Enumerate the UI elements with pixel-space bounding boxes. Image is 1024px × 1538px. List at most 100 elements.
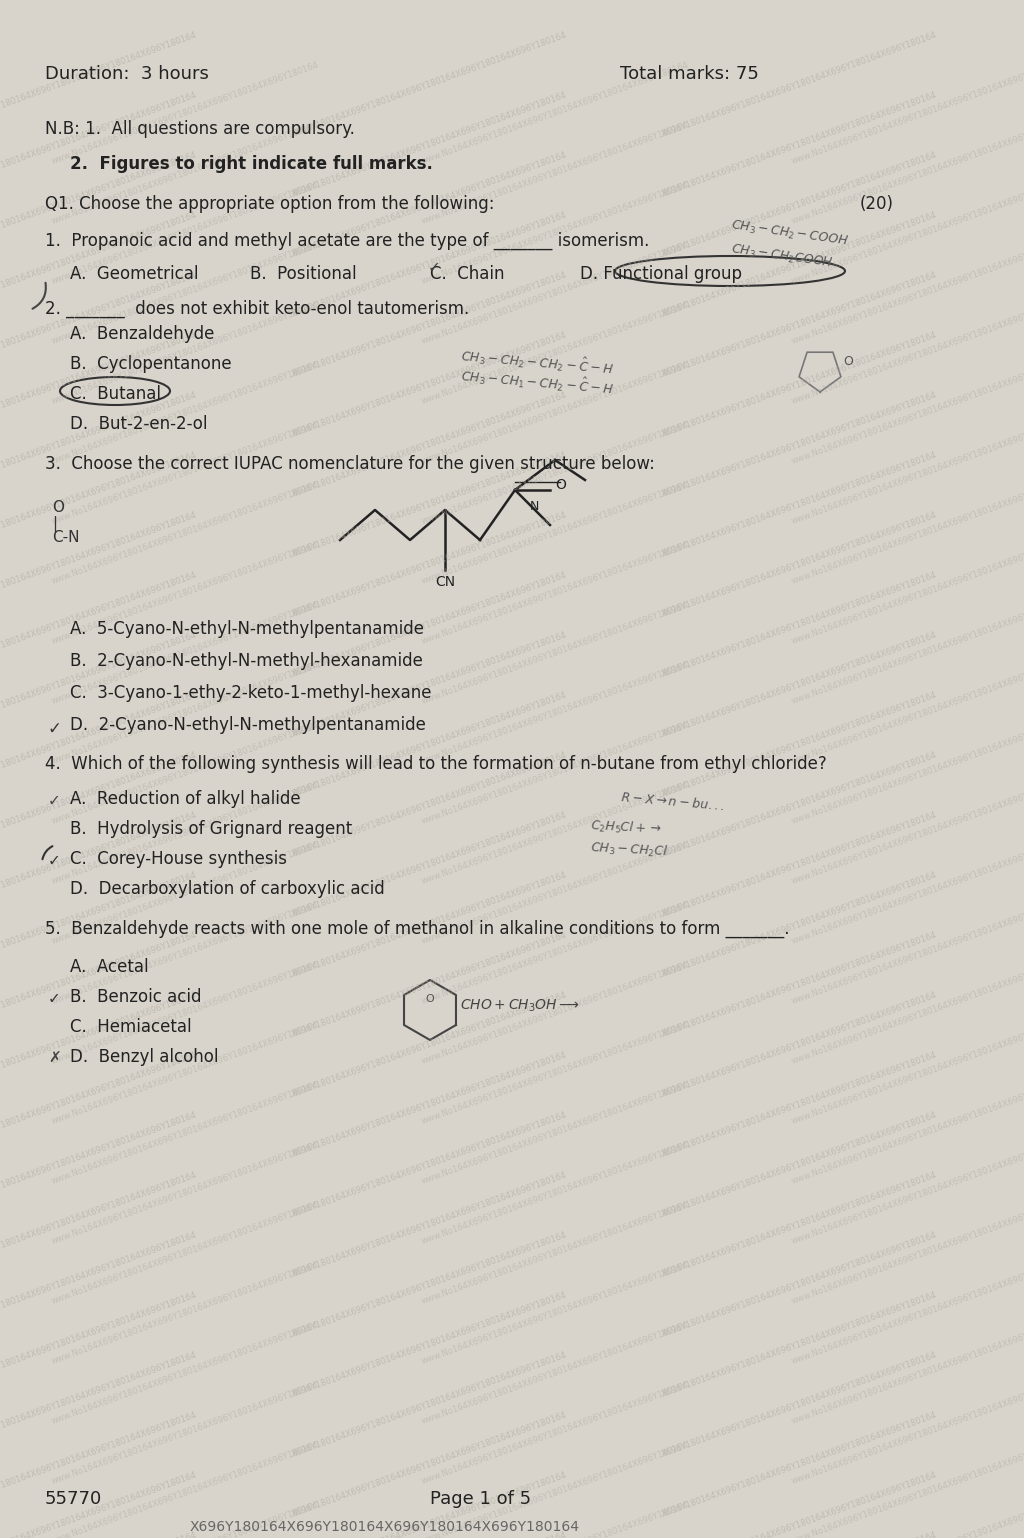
Text: X696Y180164X696Y180164X696Y180164X696Y180164X696Y180164: X696Y180164X696Y180164X696Y180164X696Y18… (660, 1530, 938, 1538)
Text: X696Y180164X696Y180164X696Y180164X696Y180164X696Y180164: X696Y180164X696Y180164X696Y180164X696Y18… (290, 1530, 568, 1538)
Text: www.No164X696Y180164X696Y180164X696Y180164X696Y180164: www.No164X696Y180164X696Y180164X696Y1801… (50, 720, 319, 826)
Text: www.No164X696Y180164X696Y180164X696Y180164X696Y180164: www.No164X696Y180164X696Y180164X696Y1801… (420, 600, 690, 706)
Text: X696Y180164X696Y180164X696Y180164X696Y180164: X696Y180164X696Y180164X696Y180164X696Y18… (190, 1520, 580, 1533)
Text: X696Y180164X696Y180164X696Y180164X696Y180164X696Y180164: X696Y180164X696Y180164X696Y180164X696Y18… (290, 1110, 568, 1218)
Text: X696Y180164X696Y180164X696Y180164X696Y180164X696Y180164: X696Y180164X696Y180164X696Y180164X696Y18… (290, 211, 568, 318)
Text: X696Y180164X696Y180164X696Y180164X696Y180164X696Y180164: X696Y180164X696Y180164X696Y180164X696Y18… (660, 1230, 938, 1338)
Text: X696Y180164X696Y180164X696Y180164X696Y180164X696Y180164: X696Y180164X696Y180164X696Y180164X696Y18… (0, 1230, 198, 1338)
Text: www.No164X696Y180164X696Y180164X696Y180164X696Y180164: www.No164X696Y180164X696Y180164X696Y1801… (420, 1080, 690, 1186)
Text: X696Y180164X696Y180164X696Y180164X696Y180164X696Y180164: X696Y180164X696Y180164X696Y180164X696Y18… (0, 151, 198, 258)
Text: X696Y180164X696Y180164X696Y180164X696Y180164X696Y180164: X696Y180164X696Y180164X696Y180164X696Y18… (660, 1410, 938, 1518)
Text: www.No164X696Y180164X696Y180164X696Y180164X696Y180164: www.No164X696Y180164X696Y180164X696Y1801… (420, 960, 690, 1066)
Text: X696Y180164X696Y180164X696Y180164X696Y180164X696Y180164: X696Y180164X696Y180164X696Y180164X696Y18… (0, 451, 198, 558)
Text: www.No164X696Y180164X696Y180164X696Y180164X696Y180164: www.No164X696Y180164X696Y180164X696Y1801… (50, 180, 319, 286)
Text: X696Y180164X696Y180164X696Y180164X696Y180164X696Y180164: X696Y180164X696Y180164X696Y180164X696Y18… (660, 930, 938, 1038)
Text: C.  Butanal: C. Butanal (70, 384, 161, 403)
Text: www.No164X696Y180164X696Y180164X696Y180164X696Y180164: www.No164X696Y180164X696Y180164X696Y1801… (50, 540, 319, 646)
Text: N: N (530, 500, 540, 514)
Text: X696Y180164X696Y180164X696Y180164X696Y180164X696Y180164: X696Y180164X696Y180164X696Y180164X696Y18… (660, 271, 938, 378)
Text: X696Y180164X696Y180164X696Y180164X696Y180164X696Y180164: X696Y180164X696Y180164X696Y180164X696Y18… (0, 930, 198, 1038)
Text: www.No164X696Y180164X696Y180164X696Y180164X696Y180164: www.No164X696Y180164X696Y180164X696Y1801… (50, 120, 319, 226)
Text: www.No164X696Y180164X696Y180164X696Y180164X696Y180164: www.No164X696Y180164X696Y180164X696Y1801… (420, 1500, 690, 1538)
Text: X696Y180164X696Y180164X696Y180164X696Y180164X696Y180164: X696Y180164X696Y180164X696Y180164X696Y18… (0, 1350, 198, 1458)
Text: A.  Geometrical: A. Geometrical (70, 265, 199, 283)
Text: www.No164X696Y180164X696Y180164X696Y180164X696Y180164: www.No164X696Y180164X696Y180164X696Y1801… (50, 1440, 319, 1538)
Text: Total marks: 75: Total marks: 75 (620, 65, 759, 83)
Text: X696Y180164X696Y180164X696Y180164X696Y180164X696Y180164: X696Y180164X696Y180164X696Y180164X696Y18… (290, 391, 568, 498)
Text: www.No164X696Y180164X696Y180164X696Y180164X696Y180164: www.No164X696Y180164X696Y180164X696Y1801… (790, 1320, 1024, 1426)
Text: X696Y180164X696Y180164X696Y180164X696Y180164X696Y180164: X696Y180164X696Y180164X696Y180164X696Y18… (290, 871, 568, 978)
Text: X696Y180164X696Y180164X696Y180164X696Y180164X696Y180164: X696Y180164X696Y180164X696Y180164X696Y18… (660, 691, 938, 798)
Text: N.B: 1.  All questions are compulsory.: N.B: 1. All questions are compulsory. (45, 120, 355, 138)
Text: www.No164X696Y180164X696Y180164X696Y180164X696Y180164: www.No164X696Y180164X696Y180164X696Y1801… (420, 240, 690, 346)
Text: C.  Hemiacetal: C. Hemiacetal (70, 1018, 191, 1037)
Text: X696Y180164X696Y180164X696Y180164X696Y180164X696Y180164: X696Y180164X696Y180164X696Y180164X696Y18… (0, 271, 198, 378)
Text: www.No164X696Y180164X696Y180164X696Y180164X696Y180164: www.No164X696Y180164X696Y180164X696Y1801… (50, 600, 319, 706)
Text: X696Y180164X696Y180164X696Y180164X696Y180164X696Y180164: X696Y180164X696Y180164X696Y180164X696Y18… (290, 511, 568, 618)
Text: www.No164X696Y180164X696Y180164X696Y180164X696Y180164: www.No164X696Y180164X696Y180164X696Y1801… (50, 1140, 319, 1246)
Text: X696Y180164X696Y180164X696Y180164X696Y180164X696Y180164: X696Y180164X696Y180164X696Y180164X696Y18… (660, 631, 938, 738)
Text: $CH_3-CH_2-CH_2-\hat{C}-H$: $CH_3-CH_2-CH_2-\hat{C}-H$ (460, 345, 614, 378)
Text: www.No164X696Y180164X696Y180164X696Y180164X696Y180164: www.No164X696Y180164X696Y180164X696Y1801… (50, 1500, 319, 1538)
Text: X696Y180164X696Y180164X696Y180164X696Y180164X696Y180164: X696Y180164X696Y180164X696Y180164X696Y18… (290, 1350, 568, 1458)
Text: $CH_3-CH_2COOH$: $CH_3-CH_2COOH$ (730, 241, 834, 271)
Text: X696Y180164X696Y180164X696Y180164X696Y180164X696Y180164: X696Y180164X696Y180164X696Y180164X696Y18… (660, 331, 938, 438)
Text: www.No164X696Y180164X696Y180164X696Y180164X696Y180164: www.No164X696Y180164X696Y180164X696Y1801… (790, 540, 1024, 646)
Text: www.No164X696Y180164X696Y180164X696Y180164X696Y180164: www.No164X696Y180164X696Y180164X696Y1801… (790, 120, 1024, 226)
Text: X696Y180164X696Y180164X696Y180164X696Y180164X696Y180164: X696Y180164X696Y180164X696Y180164X696Y18… (0, 391, 198, 498)
Text: www.No164X696Y180164X696Y180164X696Y180164X696Y180164: www.No164X696Y180164X696Y180164X696Y1801… (420, 360, 690, 466)
Text: X696Y180164X696Y180164X696Y180164X696Y180164X696Y180164: X696Y180164X696Y180164X696Y180164X696Y18… (0, 1290, 198, 1398)
Text: X696Y180164X696Y180164X696Y180164X696Y180164X696Y180164: X696Y180164X696Y180164X696Y180164X696Y18… (0, 1170, 198, 1278)
Text: 55770: 55770 (45, 1490, 102, 1507)
Text: 5.  Benzaldehyde reacts with one mole of methanol in alkaline conditions to form: 5. Benzaldehyde reacts with one mole of … (45, 920, 790, 938)
Text: www.No164X696Y180164X696Y180164X696Y180164X696Y180164: www.No164X696Y180164X696Y180164X696Y1801… (790, 300, 1024, 406)
Text: C-N: C-N (52, 531, 80, 544)
Text: X696Y180164X696Y180164X696Y180164X696Y180164X696Y180164: X696Y180164X696Y180164X696Y180164X696Y18… (660, 1350, 938, 1458)
Text: www.No164X696Y180164X696Y180164X696Y180164X696Y180164: www.No164X696Y180164X696Y180164X696Y1801… (420, 180, 690, 286)
Text: www.No164X696Y180164X696Y180164X696Y180164X696Y180164: www.No164X696Y180164X696Y180164X696Y1801… (420, 1380, 690, 1486)
Text: B.  Positional: B. Positional (250, 265, 356, 283)
Text: X696Y180164X696Y180164X696Y180164X696Y180164X696Y180164: X696Y180164X696Y180164X696Y180164X696Y18… (660, 571, 938, 678)
Text: www.No164X696Y180164X696Y180164X696Y180164X696Y180164: www.No164X696Y180164X696Y180164X696Y1801… (50, 1080, 319, 1186)
Text: A.  Acetal: A. Acetal (70, 958, 148, 977)
Text: X696Y180164X696Y180164X696Y180164X696Y180164X696Y180164: X696Y180164X696Y180164X696Y180164X696Y18… (290, 691, 568, 798)
Text: www.No164X696Y180164X696Y180164X696Y180164X696Y180164: www.No164X696Y180164X696Y180164X696Y1801… (790, 1140, 1024, 1246)
Text: A.  Reduction of alkyl halide: A. Reduction of alkyl halide (70, 791, 301, 807)
Text: (20): (20) (860, 195, 894, 212)
Text: www.No164X696Y180164X696Y180164X696Y180164X696Y180164: www.No164X696Y180164X696Y180164X696Y1801… (420, 60, 690, 166)
Text: www.No164X696Y180164X696Y180164X696Y180164X696Y180164: www.No164X696Y180164X696Y180164X696Y1801… (790, 1500, 1024, 1538)
Text: B.  Cyclopentanone: B. Cyclopentanone (70, 355, 231, 374)
Text: 4.  Which of the following synthesis will lead to the formation of n-butane from: 4. Which of the following synthesis will… (45, 755, 826, 774)
Text: X696Y180164X696Y180164X696Y180164X696Y180164X696Y180164: X696Y180164X696Y180164X696Y180164X696Y18… (290, 930, 568, 1038)
Text: C.  Chain: C. Chain (430, 265, 505, 283)
Text: www.No164X696Y180164X696Y180164X696Y180164X696Y180164: www.No164X696Y180164X696Y180164X696Y1801… (790, 720, 1024, 826)
Text: www.No164X696Y180164X696Y180164X696Y180164X696Y180164: www.No164X696Y180164X696Y180164X696Y1801… (50, 360, 319, 466)
Text: www.No164X696Y180164X696Y180164X696Y180164X696Y180164: www.No164X696Y180164X696Y180164X696Y1801… (420, 1440, 690, 1538)
Text: www.No164X696Y180164X696Y180164X696Y180164X696Y180164: www.No164X696Y180164X696Y180164X696Y1801… (50, 480, 319, 586)
Text: C.  Corey-House synthesis: C. Corey-House synthesis (70, 851, 287, 867)
Text: X696Y180164X696Y180164X696Y180164X696Y180164X696Y180164: X696Y180164X696Y180164X696Y180164X696Y18… (290, 1050, 568, 1158)
Text: X696Y180164X696Y180164X696Y180164X696Y180164X696Y180164: X696Y180164X696Y180164X696Y180164X696Y18… (290, 271, 568, 378)
Text: www.No164X696Y180164X696Y180164X696Y180164X696Y180164: www.No164X696Y180164X696Y180164X696Y1801… (50, 1380, 319, 1486)
Text: O: O (843, 355, 853, 368)
Text: X696Y180164X696Y180164X696Y180164X696Y180164X696Y180164: X696Y180164X696Y180164X696Y180164X696Y18… (660, 1290, 938, 1398)
Text: www.No164X696Y180164X696Y180164X696Y180164X696Y180164: www.No164X696Y180164X696Y180164X696Y1801… (420, 1320, 690, 1426)
Text: D.  Benzyl alcohol: D. Benzyl alcohol (70, 1047, 218, 1066)
Text: www.No164X696Y180164X696Y180164X696Y180164X696Y180164: www.No164X696Y180164X696Y180164X696Y1801… (420, 480, 690, 586)
Text: X696Y180164X696Y180164X696Y180164X696Y180164X696Y180164: X696Y180164X696Y180164X696Y180164X696Y18… (660, 391, 938, 498)
Text: www.No164X696Y180164X696Y180164X696Y180164X696Y180164: www.No164X696Y180164X696Y180164X696Y1801… (420, 420, 690, 526)
Text: A.  5-Cyano-N-ethyl-N-methylpentanamide: A. 5-Cyano-N-ethyl-N-methylpentanamide (70, 620, 424, 638)
Text: X696Y180164X696Y180164X696Y180164X696Y180164X696Y180164: X696Y180164X696Y180164X696Y180164X696Y18… (0, 871, 198, 978)
Text: X696Y180164X696Y180164X696Y180164X696Y180164X696Y180164: X696Y180164X696Y180164X696Y180164X696Y18… (290, 91, 568, 198)
Text: www.No164X696Y180164X696Y180164X696Y180164X696Y180164: www.No164X696Y180164X696Y180164X696Y1801… (420, 780, 690, 886)
Text: X696Y180164X696Y180164X696Y180164X696Y180164X696Y180164: X696Y180164X696Y180164X696Y180164X696Y18… (0, 691, 198, 798)
Text: www.No164X696Y180164X696Y180164X696Y180164X696Y180164: www.No164X696Y180164X696Y180164X696Y1801… (50, 1260, 319, 1366)
Text: www.No164X696Y180164X696Y180164X696Y180164X696Y180164: www.No164X696Y180164X696Y180164X696Y1801… (50, 1320, 319, 1426)
Text: $CHO + CH_3OH \longrightarrow$: $CHO + CH_3OH \longrightarrow$ (460, 998, 580, 1015)
Text: www.No164X696Y180164X696Y180164X696Y180164X696Y180164: www.No164X696Y180164X696Y180164X696Y1801… (790, 1260, 1024, 1366)
Text: X696Y180164X696Y180164X696Y180164X696Y180164X696Y180164: X696Y180164X696Y180164X696Y180164X696Y18… (660, 91, 938, 198)
Text: $CH_3-CH_2Cl$: $CH_3-CH_2Cl$ (590, 840, 669, 860)
Text: X696Y180164X696Y180164X696Y180164X696Y180164X696Y180164: X696Y180164X696Y180164X696Y180164X696Y18… (660, 990, 938, 1098)
Text: www.No164X696Y180164X696Y180164X696Y180164X696Y180164: www.No164X696Y180164X696Y180164X696Y1801… (790, 780, 1024, 886)
Text: www.No164X696Y180164X696Y180164X696Y180164X696Y180164: www.No164X696Y180164X696Y180164X696Y1801… (50, 300, 319, 406)
